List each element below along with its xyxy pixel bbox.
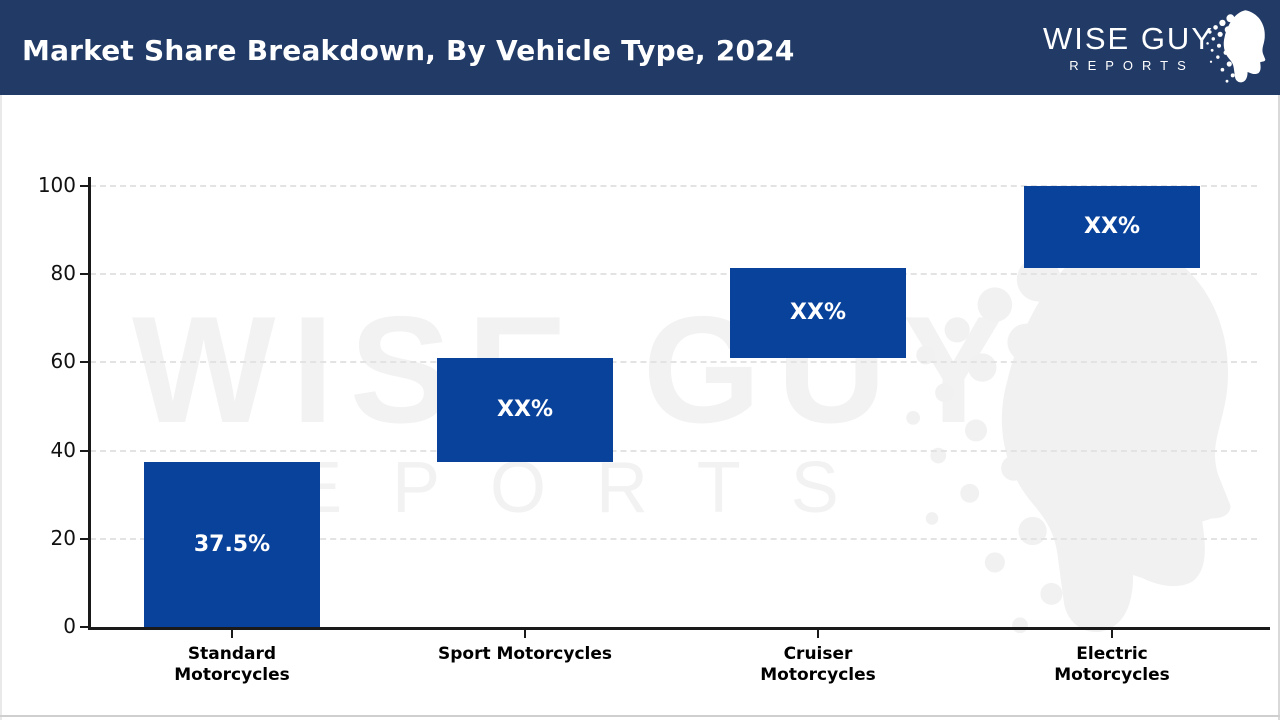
- plot-area: WISE GUY REPORTS 0 20 40 60 80 100 37.5% Standa…: [0, 95, 1280, 720]
- y-tick-mark-40: [80, 449, 89, 452]
- bottom-border-line: [0, 715, 1280, 717]
- x-category-label-sport-motorcycles: Sport Motorcycles: [405, 644, 645, 665]
- y-tick-mark-60: [80, 361, 89, 364]
- x-category-label-line: Standard: [187, 644, 277, 664]
- x-category-label-line: Motorcycles: [760, 665, 876, 686]
- gridline-40: [90, 449, 1257, 452]
- bar-cruiser-motorcycles: XX%: [730, 267, 906, 358]
- y-tick-mark-80: [80, 273, 89, 276]
- y-tick-mark-100: [80, 185, 89, 187]
- bar-electric-motorcycles: XX%: [1024, 186, 1200, 268]
- header-bar: Market Share Breakdown, By Vehicle Type,…: [0, 0, 1280, 95]
- bar-value-label-standard-motorcycles: 37.5%: [193, 531, 271, 557]
- x-category-label-line: Electric: [1076, 644, 1148, 664]
- x-category-label-line: Cruiser: [783, 644, 853, 664]
- wiseguy-logo: WISE GUY REPORTS: [1043, 4, 1270, 92]
- x-category-label-line: Motorcycles: [174, 665, 290, 686]
- x-category-label-line: Motorcycles: [1054, 665, 1170, 686]
- bar-value-label-sport-motorcycles: XX%: [497, 397, 553, 423]
- gridline-20: [90, 537, 1257, 540]
- x-tick-mark-sport-motorcycles: [524, 629, 526, 638]
- x-tick-mark-standard-motorcycles: [231, 629, 233, 638]
- gridline-60: [90, 361, 1257, 364]
- bar-standard-motorcycles: 37.5%: [144, 461, 320, 627]
- x-category-label-line: Sport Motorcycles: [437, 644, 613, 664]
- bar-value-label-cruiser-motorcycles: XX%: [790, 300, 846, 326]
- y-tick-mark-20: [80, 537, 89, 540]
- y-tick-label-60: 60: [50, 349, 76, 374]
- wiseguy-logo-text: WISE GUY REPORTS: [1042, 20, 1214, 74]
- watermark-face-icon: [906, 235, 1231, 634]
- y-tick-label-80: 80: [50, 261, 76, 286]
- logo-face-icon: [1206, 10, 1266, 83]
- y-tick-label-20: 20: [50, 525, 76, 550]
- y-tick-label-100: 100: [37, 173, 76, 197]
- gridline-100: [90, 185, 1257, 187]
- x-category-label-electric-motorcycles: Electric Motorcycles: [992, 644, 1232, 687]
- logo-subtitle: REPORTS: [1069, 58, 1195, 74]
- y-tick-label-40: 40: [50, 437, 76, 462]
- page-title: Market Share Breakdown, By Vehicle Type,…: [22, 34, 795, 67]
- y-tick-mark-0: [80, 626, 89, 628]
- x-tick-mark-electric-motorcycles: [1111, 629, 1113, 638]
- bar-value-label-electric-motorcycles: XX%: [1084, 214, 1140, 240]
- x-axis-spine: [88, 627, 1270, 630]
- y-axis-spine: [88, 177, 91, 630]
- gridline-80: [90, 273, 1257, 276]
- logo-wordmark: WISE GUY: [1042, 20, 1214, 56]
- x-category-label-standard-motorcycles: Standard Motorcycles: [112, 644, 352, 687]
- x-tick-mark-cruiser-motorcycles: [817, 629, 819, 638]
- x-category-label-cruiser-motorcycles: Cruiser Motorcycles: [698, 644, 938, 687]
- y-tick-label-0: 0: [63, 614, 76, 638]
- bar-sport-motorcycles: XX%: [437, 357, 613, 462]
